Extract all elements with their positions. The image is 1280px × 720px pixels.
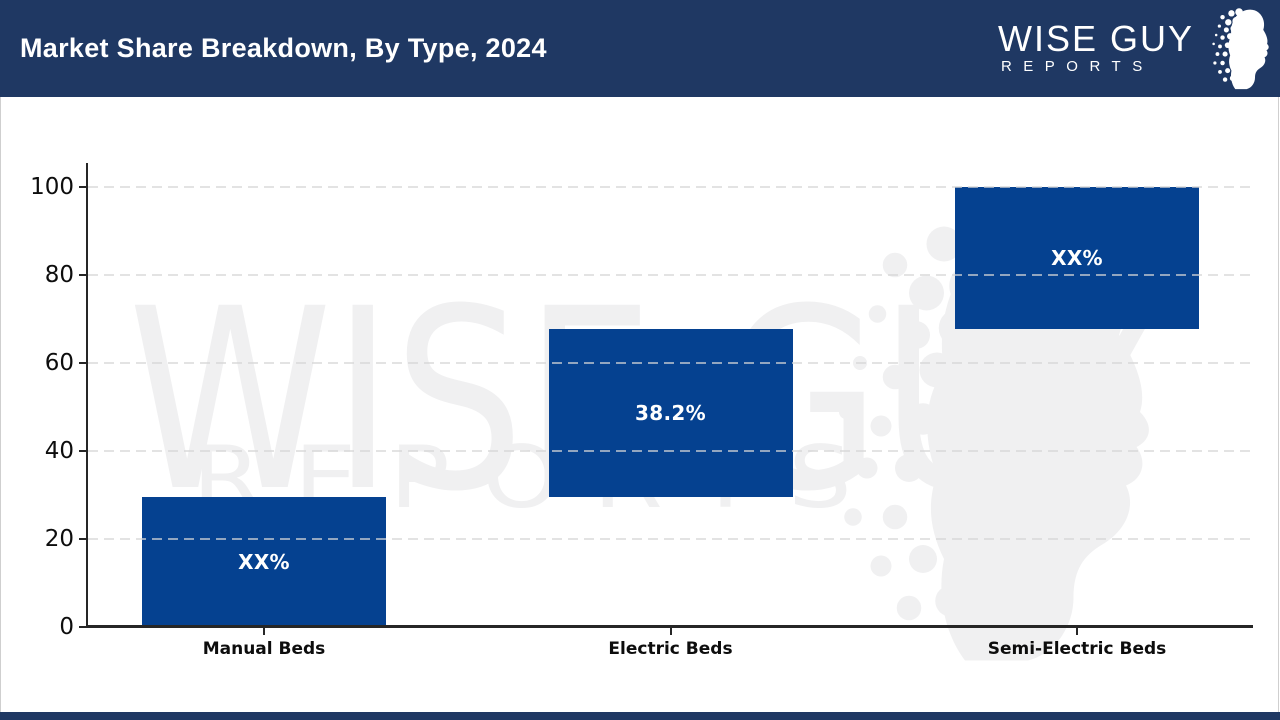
y-tick-label: 40 (44, 437, 74, 464)
x-tick-mark (1076, 628, 1078, 635)
gridline-40 (88, 449, 1253, 452)
logo-face-icon (1212, 7, 1269, 89)
y-tick-mark (79, 361, 86, 364)
frame-line-left (0, 97, 1, 716)
bar-value-label: XX% (238, 550, 290, 575)
logo-text: WISE GUY REPORTS (998, 21, 1194, 76)
y-tick-label: 60 (44, 349, 74, 376)
x-tick-label: Manual Beds (202, 639, 326, 659)
y-tick-mark (79, 537, 86, 540)
bar-electric-beds: 38.2% (548, 328, 793, 498)
gridline-60 (88, 361, 1253, 364)
x-axis-line (86, 625, 1253, 628)
header-bar: Market Share Breakdown, By Type, 2024 WI… (0, 0, 1280, 97)
y-tick-label: 80 (44, 261, 74, 288)
x-tick-mark (669, 628, 672, 635)
frame-line-right (1278, 97, 1279, 716)
y-tick-label: 0 (59, 614, 74, 640)
gridline-20 (88, 537, 1253, 540)
x-tick-mark (263, 628, 265, 635)
y-tick-mark (79, 626, 86, 628)
y-tick-mark (79, 273, 86, 276)
footer-bar (0, 712, 1280, 720)
bar-manual-beds: XX% (142, 497, 386, 627)
bar-value-label: 38.2% (635, 400, 706, 425)
logo-subtext: REPORTS (1000, 58, 1154, 75)
x-tick-label: Electric Beds (608, 639, 733, 659)
bar-value-label: XX% (1051, 245, 1103, 270)
logo-wordmark: WISE GUY (997, 18, 1194, 59)
page-title: Market Share Breakdown, By Type, 2024 (20, 33, 547, 63)
y-tick-label: 20 (44, 525, 74, 552)
y-tick-label: 100 (30, 173, 74, 200)
bar-semi-electric-beds: XX% (955, 186, 1199, 329)
y-tick-mark (79, 185, 86, 188)
wise-guy-reports-logo: WISE GUY REPORTS (998, 7, 1280, 91)
y-tick-mark (79, 449, 86, 452)
y-axis-line (86, 163, 88, 628)
gridline-80 (88, 273, 1253, 276)
x-tick-label: Semi-Electric Beds (987, 639, 1167, 659)
gridline-100 (88, 185, 1253, 188)
